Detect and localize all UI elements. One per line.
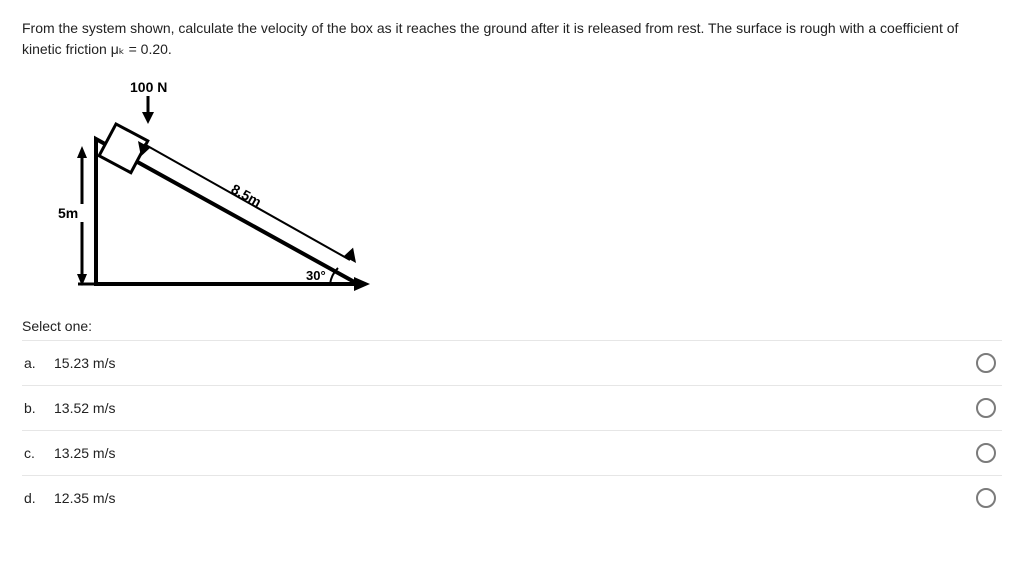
option-letter: a. [24, 355, 42, 371]
option-text: 12.35 m/s [54, 490, 115, 506]
options-list: a. 15.23 m/s b. 13.52 m/s c. 13.25 m/s d… [22, 340, 1002, 520]
svg-text:8.5m: 8.5m [229, 181, 265, 210]
option-letter: d. [24, 490, 42, 506]
option-letter: c. [24, 445, 42, 461]
option-d[interactable]: d. 12.35 m/s [22, 475, 1002, 520]
svg-text:5m: 5m [58, 205, 78, 221]
radio-a[interactable] [976, 353, 996, 373]
option-text: 13.25 m/s [54, 445, 115, 461]
radio-d[interactable] [976, 488, 996, 508]
question-line1: From the system shown, calculate the vel… [22, 20, 876, 36]
svg-text:100 N: 100 N [130, 79, 167, 95]
option-letter: b. [24, 400, 42, 416]
radio-c[interactable] [976, 443, 996, 463]
option-c[interactable]: c. 13.25 m/s [22, 430, 1002, 475]
radio-b[interactable] [976, 398, 996, 418]
option-b[interactable]: b. 13.52 m/s [22, 385, 1002, 430]
option-text: 13.52 m/s [54, 400, 115, 416]
option-text: 15.23 m/s [54, 355, 115, 371]
svg-text:30°: 30° [306, 268, 326, 283]
incline-diagram: 5m 100 N 8.5m 30° [38, 74, 398, 304]
select-one-label: Select one: [22, 318, 1002, 334]
option-a[interactable]: a. 15.23 m/s [22, 340, 1002, 385]
question-text: From the system shown, calculate the vel… [22, 18, 982, 60]
